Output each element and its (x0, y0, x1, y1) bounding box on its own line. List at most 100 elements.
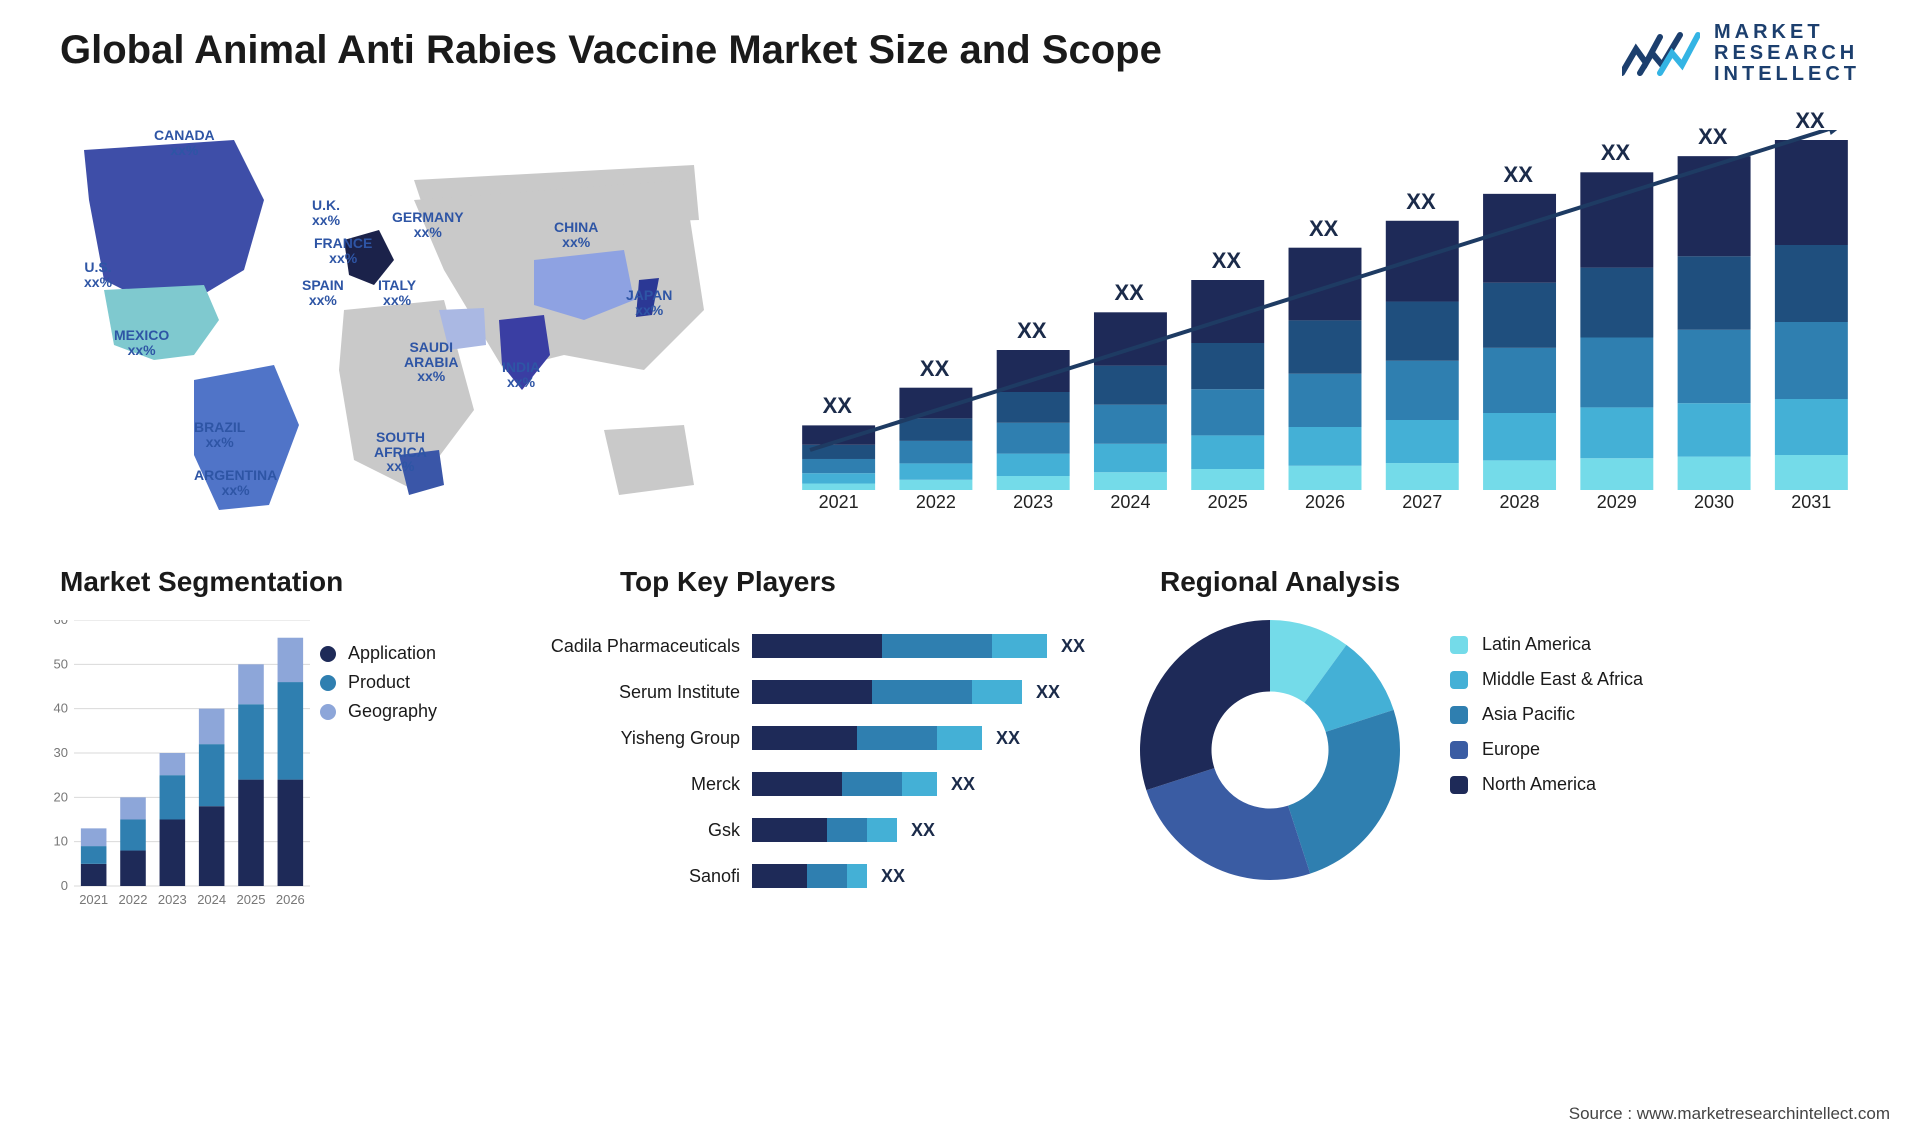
logo-text: MARKET RESEARCH INTELLECT (1714, 22, 1860, 85)
player-row: Sanofi XX (540, 856, 1100, 896)
svg-text:40: 40 (54, 701, 68, 716)
logo-line3: INTELLECT (1714, 63, 1860, 85)
player-bar-seg (872, 680, 972, 704)
svg-text:30: 30 (54, 745, 68, 760)
player-bar-seg (847, 864, 867, 888)
player-bar-seg (752, 634, 882, 658)
region-legend-item: Europe (1450, 739, 1710, 760)
svg-text:20: 20 (54, 789, 68, 804)
region-legend-item: North America (1450, 774, 1710, 795)
player-bar-seg (992, 634, 1047, 658)
map-label: SOUTHAFRICAxx% (374, 430, 427, 474)
map-label: GERMANYxx% (392, 210, 464, 239)
player-bar-seg (902, 772, 937, 796)
player-name: Merck (540, 774, 752, 795)
year-label: 2031 (1763, 492, 1860, 522)
player-value: XX (881, 866, 905, 887)
player-bar-seg (867, 818, 897, 842)
segmentation-legend: Application Product Geography (320, 635, 500, 730)
player-name: Yisheng Group (540, 728, 752, 749)
player-row: Yisheng Group XX (540, 718, 1100, 758)
player-bar-seg (857, 726, 937, 750)
player-name: Cadila Pharmaceuticals (540, 636, 752, 657)
year-label: 2025 (1179, 492, 1276, 522)
year-label: 2024 (1082, 492, 1179, 522)
year-label: 2021 (790, 492, 887, 522)
map-label: CHINAxx% (554, 220, 598, 249)
year-label: 2029 (1568, 492, 1665, 522)
logo-line2: RESEARCH (1714, 42, 1858, 64)
player-row: Cadila Pharmaceuticals XX (540, 626, 1100, 666)
segmentation-legend-item: Geography (320, 701, 500, 722)
player-row: Merck XX (540, 764, 1100, 804)
player-value: XX (951, 774, 975, 795)
map-label: MEXICOxx% (114, 328, 169, 357)
region-legend-item: Latin America (1450, 634, 1710, 655)
player-value: XX (996, 728, 1020, 749)
segmentation-legend-item: Product (320, 672, 500, 693)
svg-text:0: 0 (61, 878, 68, 893)
year-label: 2027 (1374, 492, 1471, 522)
player-bar-seg (842, 772, 902, 796)
regional-title: Regional Analysis (1160, 566, 1400, 598)
page-title: Global Animal Anti Rabies Vaccine Market… (60, 28, 1162, 73)
player-row: Serum Institute XX (540, 672, 1100, 712)
player-bar-seg (937, 726, 982, 750)
player-name: Serum Institute (540, 682, 752, 703)
region-legend-item: Asia Pacific (1450, 704, 1710, 725)
map-label: INDIAxx% (502, 360, 540, 389)
source-line: Source : www.marketresearchintellect.com (1569, 1104, 1890, 1124)
map-label: SAUDIARABIAxx% (404, 340, 458, 384)
player-row: Gsk XX (540, 810, 1100, 850)
player-value: XX (1061, 636, 1085, 657)
player-bar-seg (752, 864, 807, 888)
player-bar-seg (752, 818, 827, 842)
brand-logo: MARKET RESEARCH INTELLECT (1622, 22, 1860, 85)
svg-text:50: 50 (54, 656, 68, 671)
map-label: BRAZILxx% (194, 420, 245, 449)
svg-text:2021: 2021 (79, 892, 108, 907)
svg-text:10: 10 (54, 834, 68, 849)
svg-text:2022: 2022 (119, 892, 148, 907)
year-label: 2023 (985, 492, 1082, 522)
player-bar-seg (752, 726, 857, 750)
map-label: SPAINxx% (302, 278, 344, 307)
map-label: JAPANxx% (626, 288, 672, 317)
region-legend-item: Middle East & Africa (1450, 669, 1710, 690)
year-label: 2026 (1276, 492, 1373, 522)
svg-text:2026: 2026 (276, 892, 305, 907)
logo-line1: MARKET (1714, 21, 1824, 43)
logo-mark-icon (1622, 29, 1700, 79)
year-label: 2030 (1665, 492, 1762, 522)
map-label: ARGENTINAxx% (194, 468, 277, 497)
map-label: U.K.xx% (312, 198, 340, 227)
player-bar-seg (807, 864, 847, 888)
segmentation-legend-item: Application (320, 643, 500, 664)
player-value: XX (1036, 682, 1060, 703)
players-title: Top Key Players (620, 566, 836, 598)
svg-text:2025: 2025 (237, 892, 266, 907)
map-label: FRANCExx% (314, 236, 372, 265)
year-label: 2028 (1471, 492, 1568, 522)
player-bar-seg (827, 818, 867, 842)
player-value: XX (911, 820, 935, 841)
map-label: ITALYxx% (378, 278, 416, 307)
player-bar-seg (972, 680, 1022, 704)
segmentation-title: Market Segmentation (60, 566, 343, 598)
map-label: CANADAxx% (154, 128, 215, 157)
regional-legend: Latin America Middle East & Africa Asia Pa… (1450, 620, 1710, 809)
svg-text:2024: 2024 (197, 892, 226, 907)
year-label: 2022 (887, 492, 984, 522)
player-bar-seg (752, 680, 872, 704)
svg-text:2023: 2023 (158, 892, 187, 907)
market-size-xaxis: 2021202220232024202520262027202820292030… (790, 492, 1860, 522)
player-bar-seg (882, 634, 992, 658)
player-bar-seg (752, 772, 842, 796)
map-label: U.S.xx% (84, 260, 112, 289)
regional-donut (1120, 600, 1420, 900)
player-name: Gsk (540, 820, 752, 841)
players-chart: Cadila Pharmaceuticals XX Serum Institute X… (540, 620, 1100, 902)
world-map: CANADAxx% U.S.xx% MEXICOxx% BRAZILxx% ARGENT… (44, 110, 734, 540)
player-name: Sanofi (540, 866, 752, 887)
market-size-chart (790, 130, 1860, 490)
